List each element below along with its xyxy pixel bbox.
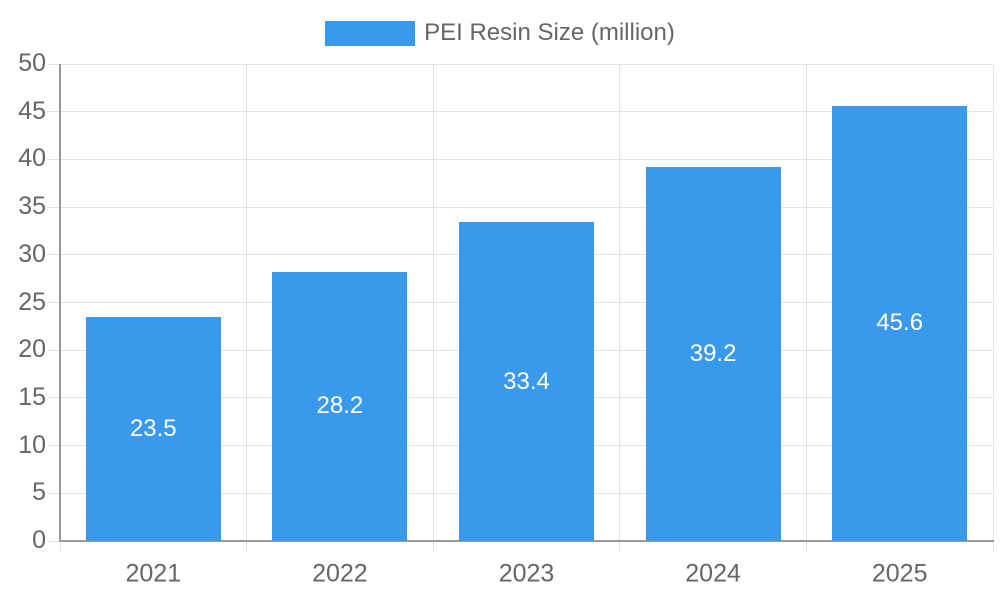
- legend[interactable]: PEI Resin Size (million): [0, 18, 1000, 48]
- y-tick-label: 45: [18, 96, 46, 125]
- gridline-horizontal: [48, 63, 993, 65]
- bar-value-label: 23.5: [129, 414, 177, 442]
- y-tick-label: 50: [18, 48, 46, 77]
- x-tick-label: 2023: [498, 559, 555, 588]
- y-axis-line: [59, 64, 61, 541]
- bar-value-label: 28.2: [316, 392, 364, 420]
- x-tick-label: 2021: [125, 559, 182, 588]
- y-tick-label: 0: [32, 525, 46, 554]
- bar-value-label: 33.4: [503, 367, 550, 395]
- y-tick-label: 15: [18, 382, 46, 411]
- y-tick-label: 20: [18, 335, 46, 364]
- gridline-vertical: [992, 64, 994, 551]
- bar-value-label: 45.6: [876, 309, 924, 337]
- y-tick-label: 25: [18, 287, 46, 316]
- bar-2024[interactable]: [645, 167, 781, 541]
- x-tick-label: 2025: [871, 559, 928, 588]
- gridline-horizontal: [48, 111, 993, 113]
- bar-2022[interactable]: [272, 271, 408, 541]
- gridline-horizontal: [48, 158, 993, 160]
- x-tick-label: 2024: [685, 559, 741, 588]
- bar-2023[interactable]: [459, 222, 594, 541]
- y-tick-label: 40: [18, 144, 46, 173]
- y-tick-label: 5: [32, 478, 46, 507]
- x-axis-line: [59, 540, 994, 542]
- y-tick-label: 30: [18, 239, 46, 268]
- gridline-horizontal: [48, 206, 993, 208]
- legend-label: PEI Resin Size (million): [424, 19, 675, 46]
- y-tick-label: 35: [18, 192, 46, 221]
- bar-2025[interactable]: [832, 105, 968, 541]
- gridline-vertical: [619, 64, 621, 551]
- gridline-vertical: [805, 64, 807, 551]
- gridline-vertical: [432, 64, 434, 551]
- x-tick-label: 2022: [312, 559, 368, 588]
- y-tick-label: 10: [18, 430, 46, 459]
- bar-2021[interactable]: [85, 316, 221, 541]
- gridline-vertical: [246, 64, 248, 551]
- bar-value-label: 39.2: [689, 340, 737, 368]
- legend-swatch: [325, 20, 416, 46]
